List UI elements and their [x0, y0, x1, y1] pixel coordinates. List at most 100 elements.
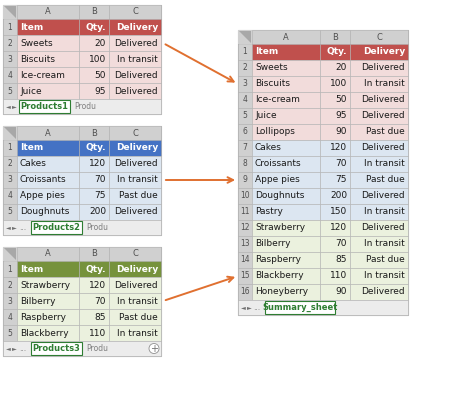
Bar [109, 83, 161, 99]
Bar [350, 220, 408, 236]
Text: ►: ► [12, 225, 17, 230]
Text: 13: 13 [240, 240, 250, 248]
Text: Sweets: Sweets [255, 64, 288, 72]
Bar [3, 156, 17, 172]
Bar [320, 76, 350, 92]
Bar [252, 172, 320, 188]
Text: B: B [91, 8, 97, 16]
Text: 3: 3 [8, 176, 12, 184]
Bar [320, 252, 350, 268]
Bar [350, 124, 408, 140]
Bar [79, 140, 109, 156]
Text: 100: 100 [89, 54, 106, 64]
Bar [109, 261, 161, 277]
Bar [252, 284, 320, 300]
Text: 8: 8 [243, 160, 247, 168]
Bar [3, 99, 161, 114]
Text: Delivered: Delivered [114, 87, 158, 95]
Bar [3, 293, 17, 309]
Bar [17, 261, 79, 277]
Bar [3, 172, 17, 188]
Text: Doughnuts: Doughnuts [255, 191, 304, 201]
Bar [109, 188, 161, 204]
Bar [252, 60, 320, 76]
Text: Doughnuts: Doughnuts [20, 207, 69, 217]
Text: 4: 4 [8, 313, 12, 321]
Text: Produ: Produ [86, 223, 108, 232]
Bar [320, 188, 350, 204]
Bar [252, 44, 320, 60]
Text: 3: 3 [8, 54, 12, 64]
Text: 10: 10 [240, 191, 250, 201]
Bar [31, 221, 82, 234]
Bar [3, 247, 161, 261]
Bar [265, 301, 336, 314]
Text: Delivered: Delivered [114, 207, 158, 217]
Bar [3, 204, 17, 220]
Text: 1: 1 [8, 23, 12, 31]
Polygon shape [4, 6, 16, 18]
Bar [3, 126, 161, 235]
Text: Products2: Products2 [33, 223, 81, 232]
Bar [350, 140, 408, 156]
Bar [252, 204, 320, 220]
Text: Item: Item [20, 23, 43, 31]
Text: Delivered: Delivered [361, 143, 405, 153]
Bar [252, 30, 320, 44]
Text: Delivery: Delivery [363, 48, 405, 56]
Text: Pastry: Pastry [255, 207, 283, 217]
Bar [238, 76, 252, 92]
Bar [320, 124, 350, 140]
Bar [17, 293, 79, 309]
Text: 70: 70 [94, 296, 106, 306]
Text: 95: 95 [336, 112, 347, 120]
Text: 9: 9 [243, 176, 247, 184]
Bar [238, 30, 408, 315]
Bar [3, 67, 17, 83]
Text: Past due: Past due [119, 191, 158, 201]
Text: Delivered: Delivered [361, 95, 405, 104]
Polygon shape [239, 31, 251, 43]
Bar [238, 236, 252, 252]
Bar [79, 126, 109, 140]
Bar [320, 30, 350, 44]
Bar [109, 67, 161, 83]
Text: 2: 2 [243, 64, 247, 72]
Text: 110: 110 [330, 272, 347, 280]
Text: 75: 75 [94, 191, 106, 201]
Text: Ice-cream: Ice-cream [255, 95, 300, 104]
Bar [320, 92, 350, 108]
Text: 7: 7 [243, 143, 247, 153]
Bar [252, 188, 320, 204]
Text: Qty.: Qty. [85, 265, 106, 273]
Bar [238, 204, 252, 220]
Text: 200: 200 [89, 207, 106, 217]
Bar [238, 300, 408, 315]
Bar [109, 140, 161, 156]
Text: 50: 50 [94, 71, 106, 79]
Bar [238, 252, 252, 268]
Text: Strawberry: Strawberry [20, 280, 70, 290]
Text: C: C [132, 128, 138, 138]
Bar [79, 204, 109, 220]
Text: Delivered: Delivered [361, 191, 405, 201]
Bar [79, 277, 109, 293]
Bar [350, 268, 408, 284]
Text: 3: 3 [8, 296, 12, 306]
Text: Appe pies: Appe pies [20, 191, 65, 201]
Bar [252, 252, 320, 268]
Bar [3, 5, 161, 19]
Text: C: C [376, 33, 382, 41]
Text: ◄: ◄ [6, 225, 11, 230]
Text: 95: 95 [94, 87, 106, 95]
Bar [79, 247, 109, 261]
Text: ►: ► [12, 104, 17, 109]
Text: 120: 120 [89, 160, 106, 168]
Text: 4: 4 [8, 71, 12, 79]
Bar [238, 124, 252, 140]
Bar [320, 284, 350, 300]
Text: Delivery: Delivery [116, 143, 158, 153]
Bar [17, 140, 79, 156]
Text: 5: 5 [8, 207, 12, 217]
Bar [238, 172, 252, 188]
